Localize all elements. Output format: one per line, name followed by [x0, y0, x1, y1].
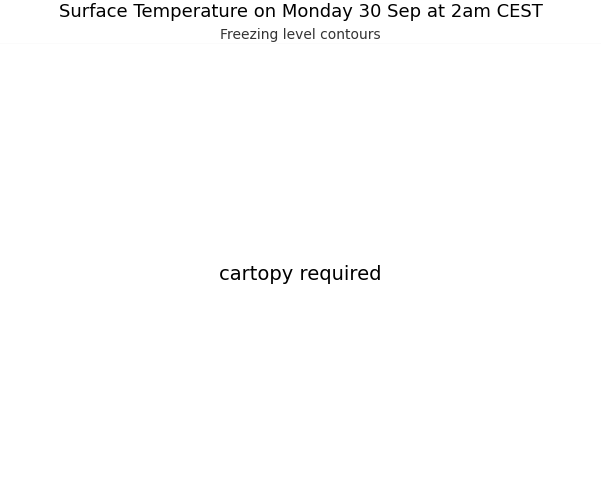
Text: cartopy required: cartopy required [219, 265, 382, 284]
Text: Surface Temperature on Monday 30 Sep at 2am CEST: Surface Temperature on Monday 30 Sep at … [58, 4, 543, 21]
Text: Freezing level contours: Freezing level contours [220, 29, 381, 42]
